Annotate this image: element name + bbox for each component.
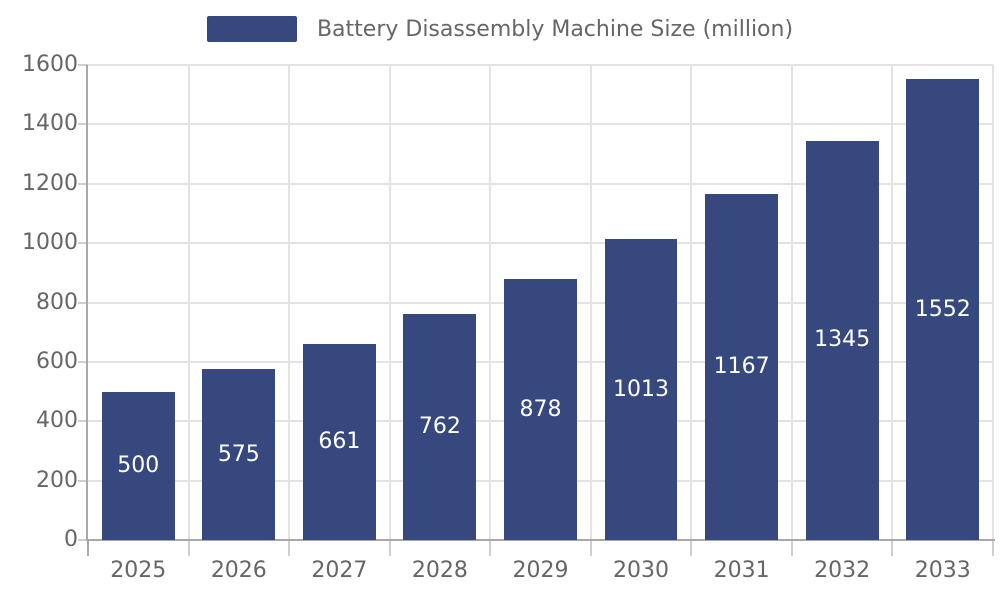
legend: Battery Disassembly Machine Size (millio… (0, 16, 1000, 42)
bar (805, 140, 879, 540)
gridline-v (589, 65, 592, 540)
bar-value-label: 1167 (713, 353, 770, 379)
bar (906, 79, 980, 540)
x-tick-label: 2028 (411, 558, 468, 583)
gridline-h (88, 64, 993, 66)
y-tick-mark (78, 420, 88, 423)
gridline-h (88, 242, 993, 245)
gridline-v (690, 65, 693, 540)
y-tick-mark (78, 360, 88, 363)
gridline-v (288, 65, 291, 540)
y-tick-mark (78, 479, 88, 482)
x-tick-mark (489, 540, 492, 556)
x-axis-line (86, 539, 995, 541)
x-tick-mark (690, 540, 693, 556)
bar-value-label: 661 (318, 428, 361, 454)
bar (504, 279, 577, 540)
y-tick-mark (78, 539, 88, 541)
bar (202, 369, 276, 540)
bar (403, 313, 477, 540)
y-tick-mark (78, 242, 88, 245)
x-tick-mark (288, 540, 291, 556)
x-tick-mark (790, 540, 793, 556)
x-tick-mark (992, 540, 994, 556)
gridline-v (992, 65, 994, 540)
x-tick-mark (589, 540, 592, 556)
y-tick-mark (78, 301, 88, 304)
y-tick-mark (78, 182, 88, 185)
x-tick-label: 2026 (210, 558, 267, 583)
gridline-v (187, 65, 190, 540)
x-tick-label: 2027 (311, 558, 368, 583)
y-tick-label: 0 (64, 527, 78, 552)
legend-label: Battery Disassembly Machine Size (millio… (316, 16, 794, 42)
x-tick-label: 2031 (713, 558, 770, 583)
x-tick-label: 2030 (613, 558, 670, 583)
bar (604, 239, 678, 540)
y-tick-label: 1000 (22, 230, 78, 256)
bar-value-label: 878 (519, 396, 562, 422)
x-tick-label: 2029 (512, 558, 569, 583)
y-tick-label: 1200 (22, 170, 78, 196)
x-tick-mark (187, 540, 190, 556)
gridline-h (88, 182, 993, 185)
x-tick-mark (891, 540, 894, 556)
bar-value-label: 1345 (814, 327, 871, 353)
legend-item[interactable]: Battery Disassembly Machine Size (millio… (206, 16, 794, 42)
bar (302, 343, 376, 540)
y-tick-label: 600 (36, 348, 78, 374)
y-tick-label: 800 (36, 289, 78, 315)
gridline-h (88, 123, 993, 126)
y-tick-mark (78, 123, 88, 126)
y-tick-label: 200 (36, 467, 78, 493)
bar-value-label: 500 (117, 452, 160, 478)
bar-value-label: 1552 (914, 296, 971, 322)
y-tick-label: 400 (36, 408, 78, 434)
gridline-v (790, 65, 793, 540)
bar (101, 391, 175, 540)
y-tick-label: 1600 (22, 52, 78, 77)
x-tick-mark (87, 540, 89, 556)
y-tick-mark (78, 64, 88, 66)
bar (705, 193, 779, 540)
bar-value-label: 1013 (613, 376, 670, 402)
legend-swatch (206, 16, 297, 42)
x-tick-label: 2032 (814, 558, 871, 583)
x-tick-label: 2025 (110, 558, 167, 583)
gridline-v (489, 65, 492, 540)
x-tick-label: 2033 (914, 558, 971, 583)
gridline-v (388, 65, 391, 540)
y-axis-line (86, 65, 88, 540)
bar-value-label: 575 (217, 441, 260, 467)
gridline-v (891, 65, 894, 540)
bar-value-label: 762 (418, 413, 461, 439)
y-tick-label: 1400 (22, 111, 78, 137)
x-tick-mark (388, 540, 391, 556)
